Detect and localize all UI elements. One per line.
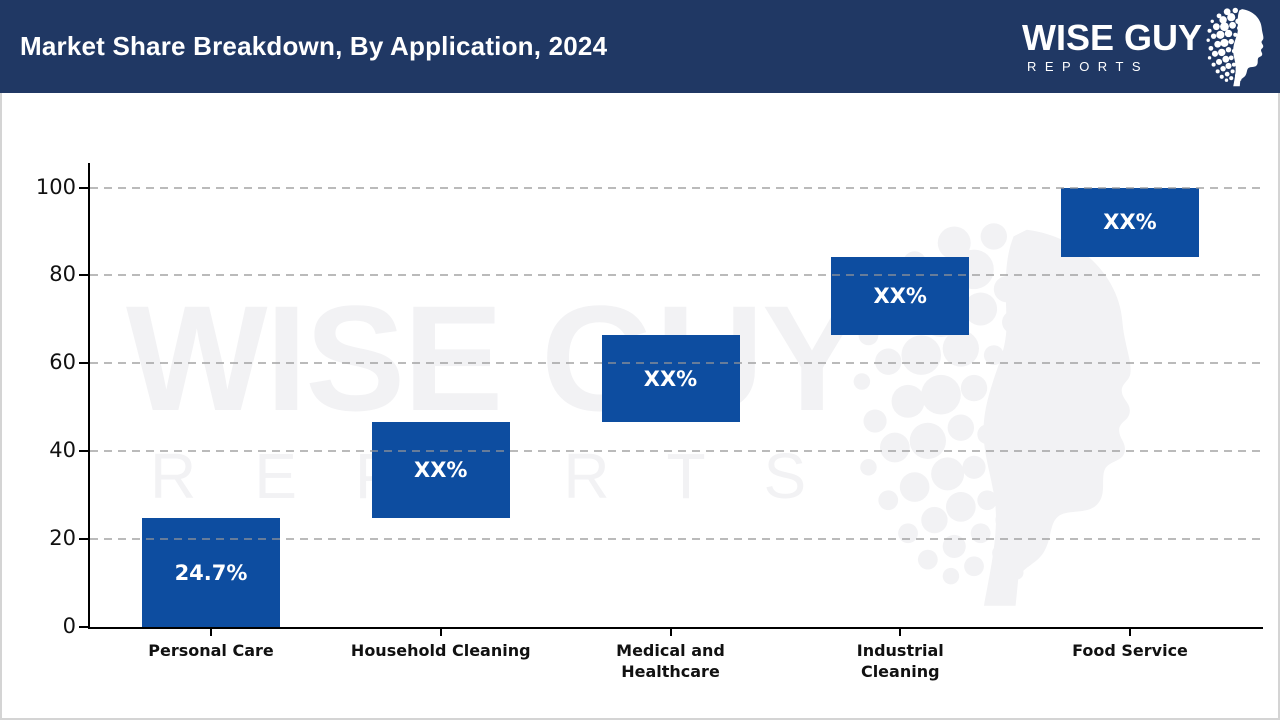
y-tick-100 [79, 186, 88, 189]
gridline-100 [90, 186, 1263, 189]
y-tick-label-20: 20 [49, 526, 76, 551]
x-category-label-line: Personal Care [148, 641, 274, 660]
y-tick-60 [79, 362, 88, 365]
bar-label-industrial-cleaning: XX% [873, 283, 927, 308]
bar-medical-and-healthcare [601, 334, 740, 423]
y-tick-80 [79, 274, 88, 277]
x-category-label-line: Food Service [1072, 641, 1188, 660]
bar-label-household-cleaning: XX% [414, 458, 468, 483]
wiseguy-face-icon [1204, 5, 1272, 89]
x-axis-spine [88, 627, 1263, 629]
report-header: Market Share Breakdown, By Application, … [0, 0, 1280, 93]
brand-text: WISE GUY REPORTS [1021, 16, 1202, 74]
y-tick-20 [79, 538, 88, 541]
page-title: Market Share Breakdown, By Application, … [20, 31, 608, 61]
bar-label-personal-care: 24.7% [174, 560, 248, 585]
bar-food-service [1061, 187, 1199, 258]
y-axis-spine [88, 163, 90, 629]
x-category-label-medical-and-healthcare: Medical and Healthcare [559, 640, 783, 682]
gridline-80 [90, 274, 1263, 277]
x-tick-personal-care [210, 627, 212, 636]
x-tick-medical-and-healthcare [669, 627, 672, 636]
gridline-20 [90, 538, 1263, 541]
brand-logo: WISE GUY REPORTS [1022, 0, 1272, 93]
bar-industrial-cleaning [831, 257, 970, 335]
x-category-label-household-cleaning: Household Cleaning [329, 640, 553, 661]
y-tick-label-40: 40 [49, 438, 76, 463]
y-tick-40 [79, 450, 88, 453]
y-tick-label-100: 100 [35, 174, 76, 199]
gridline-60 [90, 362, 1263, 365]
x-category-label-line: Cleaning [860, 662, 940, 681]
bar-household-cleaning [371, 422, 510, 519]
x-category-label-line: Household Cleaning [350, 641, 531, 660]
y-tick-label-80: 80 [49, 262, 76, 287]
y-tick-label-0: 0 [62, 614, 76, 638]
y-tick-label-60: 60 [49, 350, 76, 375]
bar-label-food-service: XX% [1103, 210, 1157, 235]
bar-label-medical-and-healthcare: XX% [643, 366, 698, 391]
brand-name: WISE GUY [1021, 16, 1202, 58]
x-tick-industrial-cleaning [899, 627, 902, 636]
x-tick-household-cleaning [439, 627, 442, 636]
x-category-label-line: Industrial [856, 641, 944, 660]
x-category-label-industrial-cleaning: Industrial Cleaning [788, 640, 1012, 682]
gridline-40 [90, 450, 1263, 453]
x-category-label-food-service: Food Service [1018, 640, 1242, 661]
brand-subname: REPORTS [1026, 58, 1150, 74]
x-category-label-personal-care: Personal Care [99, 640, 323, 661]
bar-personal-care [142, 518, 280, 627]
x-tick-food-service [1129, 627, 1131, 636]
x-category-label-line: Healthcare [621, 662, 720, 681]
x-category-label-line: Medical and [616, 641, 725, 660]
y-tick-0 [79, 626, 88, 628]
